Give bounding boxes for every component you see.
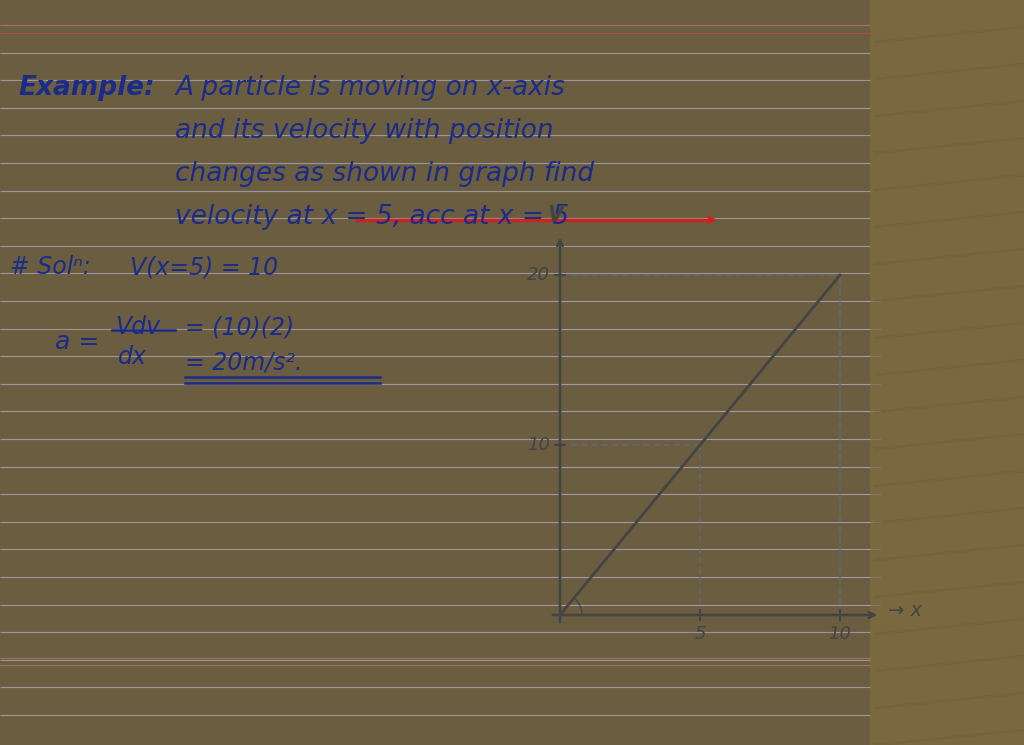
Text: 5: 5: [694, 625, 706, 643]
Bar: [870, 0, 1024, 745]
Text: = 20m/s².: = 20m/s².: [185, 350, 302, 374]
Text: velocity at x = 5, acc at x = 5: velocity at x = 5, acc at x = 5: [175, 204, 569, 230]
Text: dx: dx: [118, 345, 147, 369]
Text: # Solⁿ:: # Solⁿ:: [10, 255, 91, 279]
Text: → x: → x: [888, 600, 923, 620]
Text: 10: 10: [527, 436, 550, 454]
Text: = (10)(2): = (10)(2): [185, 315, 294, 339]
Text: Vdv: Vdv: [115, 315, 160, 339]
Text: V: V: [547, 205, 563, 225]
Text: Example:: Example:: [18, 75, 155, 101]
Text: 20: 20: [527, 266, 550, 284]
Text: changes as shown in graph find: changes as shown in graph find: [175, 161, 594, 187]
Text: a =: a =: [55, 330, 99, 354]
Text: 10: 10: [828, 625, 852, 643]
Text: A particle is moving on x-axis: A particle is moving on x-axis: [175, 75, 565, 101]
Text: V(x=5) = 10: V(x=5) = 10: [130, 255, 279, 279]
Text: and its velocity with position: and its velocity with position: [175, 118, 554, 144]
